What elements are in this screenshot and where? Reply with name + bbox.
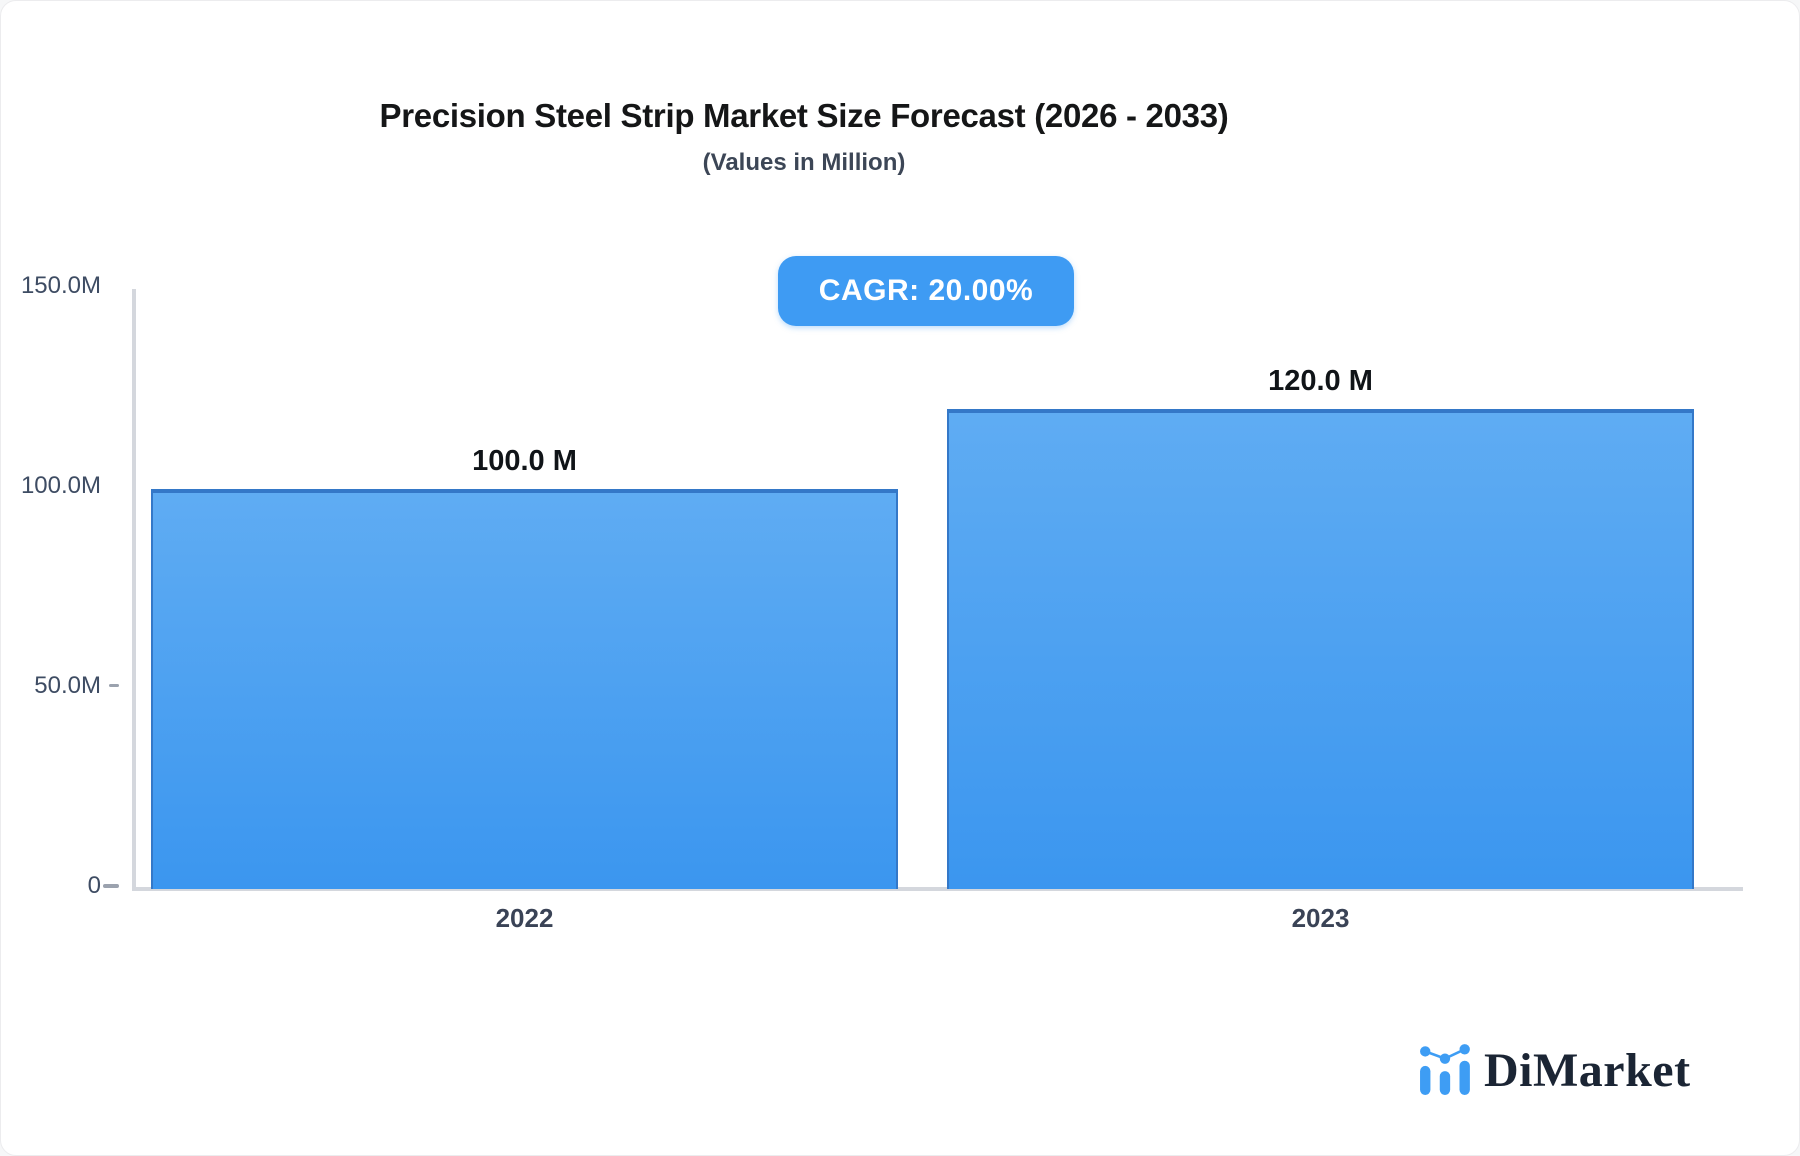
bar-2022[interactable] [151,489,898,889]
bar-group: 100.0 M [151,445,898,889]
cagr-badge: CAGR: 20.00% [778,256,1074,326]
chart-subtitle: (Values in Million) [702,149,906,176]
y-axis-tick-mark [109,684,119,687]
y-axis-tick-mark [103,884,119,888]
logo-text: DiMarket [1484,1043,1691,1097]
y-axis-label: 0 [87,872,101,899]
x-axis-line [132,887,1743,891]
y-axis-label: 150.0M [20,272,101,299]
bar-group: 120.0 M [947,365,1694,889]
bar-2023[interactable] [947,409,1694,889]
y-axis-line [132,289,136,891]
x-axis-label: 2022 [495,903,554,933]
x-axis-label: 2023 [1291,903,1350,933]
bar-value-label: 100.0 M [472,445,577,477]
chart-header: Precision Steel Strip Market Size Foreca… [1,97,1607,177]
bar-line-chart-logo-icon [1420,1041,1472,1100]
bar-value-label: 120.0 M [1268,365,1373,397]
dimarket-logo: DiMarket [1420,1041,1691,1100]
chart-title: Precision Steel Strip Market Size Foreca… [379,97,1229,134]
y-axis-label: 100.0M [20,472,101,499]
y-axis-label: 50.0M [34,672,101,699]
cagr-badge-label: CAGR: 20.00% [818,274,1034,307]
